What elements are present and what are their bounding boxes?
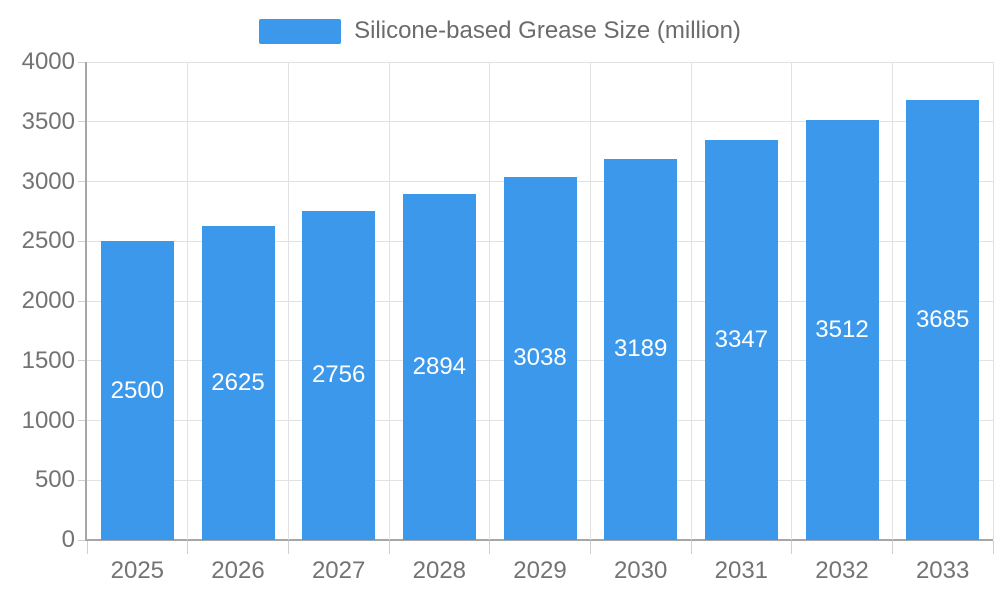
x-axis-label: 2025 (110, 557, 165, 584)
x-axis-tick (690, 541, 692, 554)
y-axis-tick (78, 181, 85, 182)
bar-2029[interactable]: 3038 (503, 176, 577, 540)
y-axis-tick (78, 479, 85, 481)
x-axis-label: 2031 (714, 557, 769, 584)
y-axis-label: 4000 (21, 48, 75, 75)
gridline (489, 62, 491, 540)
gridline (791, 62, 793, 540)
bar-value-label: 3512 (815, 316, 869, 344)
gridline (87, 61, 993, 63)
y-axis-tick (78, 420, 85, 421)
gridline (992, 62, 994, 540)
gridline (388, 62, 390, 540)
legend-label: Silicone-based Grease Size (million) (354, 17, 741, 44)
gridline (287, 62, 289, 540)
y-axis-label: 0 (61, 526, 75, 553)
x-axis-label: 2026 (211, 557, 265, 584)
bar-2030[interactable]: 3189 (604, 158, 678, 540)
x-axis-label: 2029 (513, 557, 567, 584)
bar-value-label: 3038 (513, 344, 567, 372)
bar-2033[interactable]: 3685 (906, 99, 980, 540)
legend-swatch-icon (259, 18, 342, 44)
bar-value-label: 2625 (211, 369, 265, 397)
y-axis: 0 500 1000 1500 2000 2500 3000 3500 4000 (0, 48, 87, 553)
legend-item[interactable]: Silicone-based Grease Size (million) (0, 17, 1000, 45)
y-axis-tick (78, 240, 85, 242)
bar-value-label: 3685 (915, 305, 970, 333)
y-axis-label: 1500 (21, 346, 75, 374)
gridline (187, 62, 189, 540)
y-axis-label: 3500 (21, 107, 75, 135)
x-axis: 2025 2026 2027 2028 2029 2030 2031 2032 2033 (87, 557, 993, 587)
gridline (589, 62, 591, 540)
x-axis-tick (891, 541, 893, 554)
y-axis-label: 2000 (21, 287, 75, 314)
x-axis-label: 2032 (815, 557, 869, 584)
y-axis-tick (78, 300, 85, 302)
bar-2026[interactable]: 2625 (201, 226, 275, 540)
x-axis-tick (791, 541, 793, 554)
bar-value-label: 2500 (110, 376, 165, 404)
y-axis-line (85, 62, 87, 540)
bar-2028[interactable]: 2894 (402, 194, 476, 540)
x-axis-label: 2027 (311, 557, 366, 584)
x-axis-tick (86, 541, 88, 554)
y-axis-label: 500 (34, 466, 75, 494)
x-axis-tick (489, 541, 491, 554)
gridline (690, 62, 692, 540)
y-axis-label: 2500 (21, 227, 75, 255)
y-axis-label: 3000 (21, 167, 75, 195)
x-axis-tick (589, 541, 591, 554)
y-axis-tick (78, 539, 85, 541)
y-axis-label: 1000 (21, 406, 75, 434)
gridline (87, 121, 993, 123)
x-axis-tick (287, 541, 289, 554)
bar-2025[interactable]: 2500 (100, 241, 174, 540)
x-axis-label: 2028 (412, 557, 467, 584)
bar-2032[interactable]: 3512 (805, 120, 879, 540)
bar-value-label: 3189 (613, 335, 668, 363)
x-axis-tick (388, 541, 390, 554)
y-axis-tick (78, 121, 85, 123)
y-axis-tick (78, 61, 85, 63)
bar-value-label: 3347 (714, 326, 769, 354)
y-axis-tick (78, 360, 85, 362)
gridline (891, 62, 893, 540)
plot-area: 2500 2625 2756 2894 3038 3189 3347 3512 3685 (78, 61, 994, 554)
bar-2027[interactable]: 2756 (302, 210, 376, 540)
x-axis-tick (187, 541, 189, 554)
x-axis-tick (992, 541, 994, 554)
x-axis-label: 2030 (613, 557, 668, 584)
bar-value-label: 2756 (311, 361, 366, 389)
x-axis-label: 2033 (915, 557, 970, 584)
x-axis-line (85, 539, 993, 541)
bar-value-label: 2894 (412, 353, 467, 381)
bar-2031[interactable]: 3347 (704, 140, 778, 540)
